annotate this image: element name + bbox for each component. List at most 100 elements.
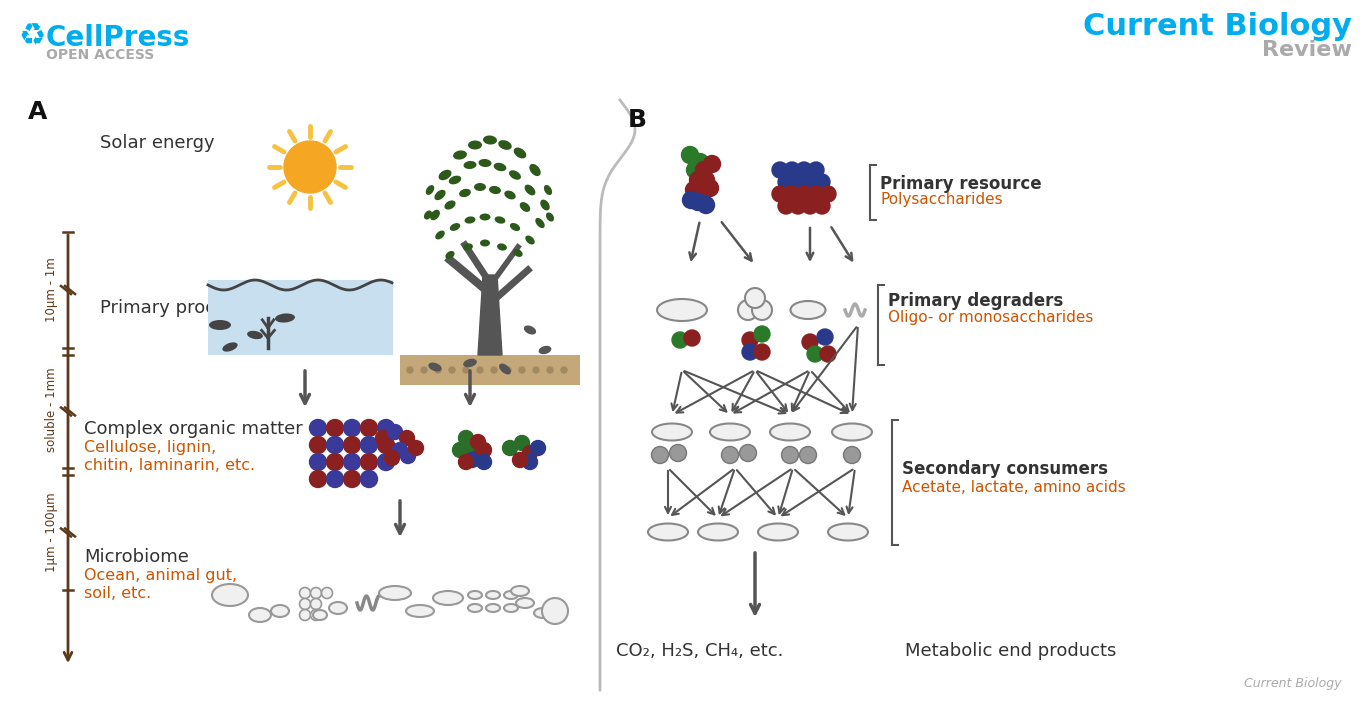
Ellipse shape: [498, 140, 512, 150]
Ellipse shape: [504, 191, 516, 199]
Ellipse shape: [504, 604, 518, 612]
Circle shape: [409, 441, 424, 455]
Circle shape: [343, 420, 361, 436]
Circle shape: [843, 446, 861, 463]
Circle shape: [464, 443, 479, 458]
Ellipse shape: [474, 183, 486, 191]
Ellipse shape: [759, 524, 798, 541]
Circle shape: [795, 186, 812, 202]
Ellipse shape: [543, 185, 552, 195]
Ellipse shape: [449, 223, 460, 231]
Circle shape: [742, 332, 759, 348]
Ellipse shape: [504, 591, 518, 599]
Text: Secondary consumers: Secondary consumers: [902, 460, 1109, 478]
Ellipse shape: [648, 524, 688, 541]
Ellipse shape: [509, 170, 522, 180]
Ellipse shape: [710, 424, 750, 441]
Circle shape: [795, 162, 812, 178]
Circle shape: [477, 455, 492, 470]
Circle shape: [693, 184, 711, 201]
Ellipse shape: [275, 313, 296, 322]
Ellipse shape: [426, 185, 434, 195]
Ellipse shape: [469, 141, 482, 149]
Circle shape: [689, 172, 707, 189]
Text: Solar energy: Solar energy: [99, 134, 215, 152]
Text: Primary degraders: Primary degraders: [888, 292, 1064, 310]
Text: Current Biology: Current Biology: [1245, 677, 1342, 690]
Circle shape: [400, 448, 415, 463]
Ellipse shape: [513, 249, 523, 257]
Ellipse shape: [454, 151, 467, 160]
Circle shape: [388, 425, 403, 439]
Ellipse shape: [479, 345, 490, 355]
Ellipse shape: [513, 148, 526, 158]
Ellipse shape: [469, 591, 482, 599]
Circle shape: [512, 453, 527, 467]
Ellipse shape: [538, 346, 552, 354]
Circle shape: [452, 443, 467, 458]
Circle shape: [434, 367, 441, 373]
Ellipse shape: [424, 210, 432, 220]
Ellipse shape: [330, 602, 347, 614]
Circle shape: [772, 162, 789, 178]
Ellipse shape: [530, 164, 541, 176]
Ellipse shape: [463, 244, 473, 251]
Circle shape: [309, 436, 327, 453]
Text: Cellulose, lignin,: Cellulose, lignin,: [84, 440, 217, 455]
Circle shape: [309, 420, 327, 436]
Polygon shape: [478, 275, 503, 355]
Circle shape: [820, 186, 836, 202]
Circle shape: [785, 162, 799, 178]
Circle shape: [533, 367, 539, 373]
Ellipse shape: [497, 244, 507, 251]
Circle shape: [692, 153, 708, 170]
Circle shape: [361, 420, 377, 436]
Circle shape: [772, 186, 789, 202]
Circle shape: [470, 451, 485, 465]
Circle shape: [505, 367, 511, 373]
Circle shape: [300, 598, 311, 610]
Text: OPEN ACCESS: OPEN ACCESS: [46, 48, 154, 62]
Circle shape: [459, 455, 474, 470]
Circle shape: [490, 367, 497, 373]
Text: Current Biology: Current Biology: [1083, 12, 1352, 41]
Circle shape: [311, 610, 321, 620]
Ellipse shape: [484, 135, 497, 144]
Circle shape: [802, 174, 819, 190]
Circle shape: [477, 367, 484, 373]
Ellipse shape: [271, 605, 289, 617]
Circle shape: [519, 367, 524, 373]
Circle shape: [343, 436, 361, 453]
Ellipse shape: [493, 163, 507, 171]
Ellipse shape: [656, 299, 707, 321]
Circle shape: [704, 156, 720, 172]
Circle shape: [689, 194, 707, 210]
Circle shape: [470, 434, 485, 449]
Ellipse shape: [249, 608, 271, 622]
Circle shape: [701, 180, 719, 196]
Text: Microbiome: Microbiome: [84, 548, 189, 566]
Ellipse shape: [509, 223, 520, 231]
Ellipse shape: [516, 598, 534, 608]
Circle shape: [464, 453, 479, 467]
Circle shape: [327, 470, 343, 487]
Text: Acetate, lactate, amino acids: Acetate, lactate, amino acids: [902, 480, 1126, 495]
Text: chitin, laminarin, etc.: chitin, laminarin, etc.: [84, 458, 255, 473]
Circle shape: [548, 367, 553, 373]
Circle shape: [376, 431, 391, 446]
Circle shape: [361, 470, 377, 487]
Ellipse shape: [526, 236, 535, 244]
Ellipse shape: [463, 161, 477, 169]
Bar: [400, 355, 580, 385]
Text: soil, etc.: soil, etc.: [84, 586, 151, 601]
Circle shape: [300, 588, 311, 598]
Ellipse shape: [498, 363, 511, 375]
Circle shape: [361, 436, 377, 453]
Circle shape: [684, 330, 700, 346]
Circle shape: [802, 198, 819, 214]
Circle shape: [477, 443, 492, 458]
Circle shape: [778, 174, 794, 190]
Text: Primary production: Primary production: [99, 299, 272, 317]
Circle shape: [814, 198, 829, 214]
Circle shape: [459, 431, 474, 446]
